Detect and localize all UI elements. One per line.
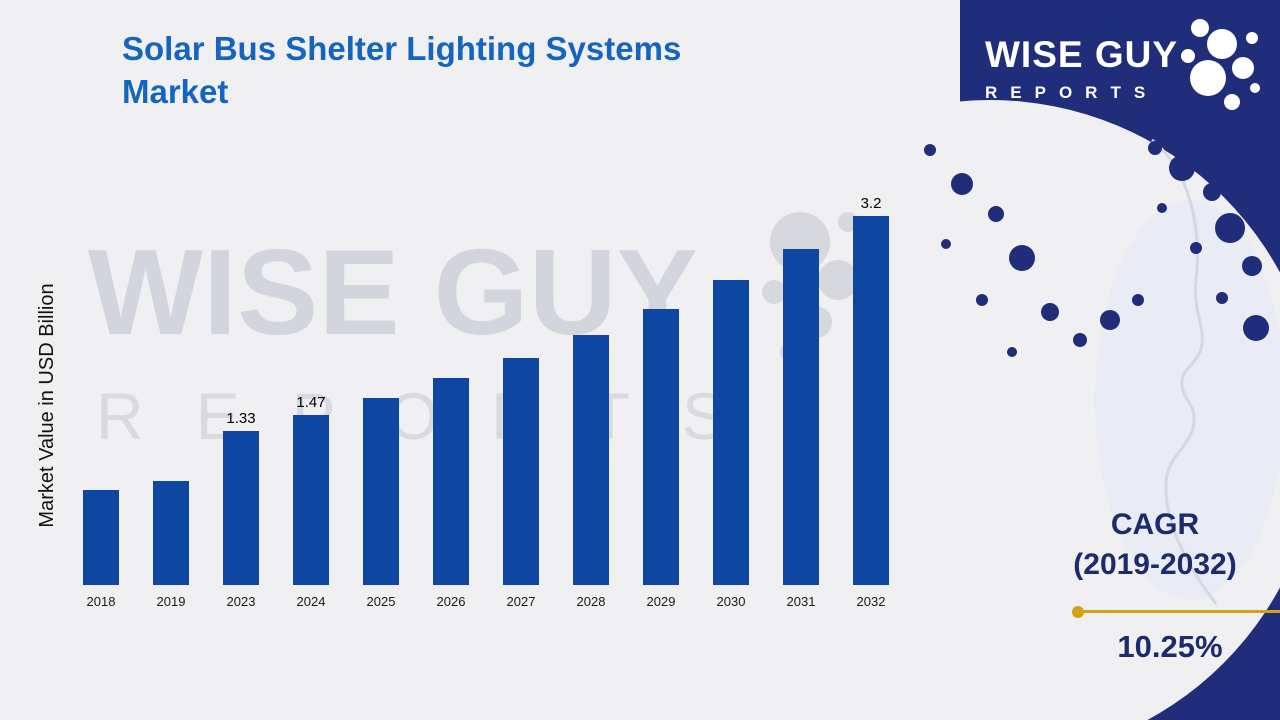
bar-2023 [223, 431, 259, 585]
page-title: Solar Bus Shelter Lighting Systems Marke… [122, 30, 682, 110]
bar-value-label-2023: 1.33 [226, 410, 256, 427]
cagr-line-dot [1072, 606, 1084, 618]
x-tick-2028: 2028 [576, 594, 606, 609]
bar-slot-2028 [556, 181, 626, 585]
bar-slot-2019 [136, 181, 206, 585]
x-tick-2030: 2030 [716, 594, 746, 609]
bar-value-label-2024: 1.47 [296, 394, 326, 411]
bar-slot-2031 [766, 181, 836, 585]
bar-slot-2025 [346, 181, 416, 585]
bar-2028 [573, 335, 609, 585]
x-tick-2019: 2019 [156, 594, 186, 609]
bar-2031 [783, 249, 819, 585]
x-tick-2032: 2032 [856, 594, 886, 609]
face-profile-decoration [924, 19, 1280, 605]
cagr-value: 10.25% [1117, 629, 1223, 664]
bar-slot-2026 [416, 181, 486, 585]
bar-2019 [153, 481, 189, 585]
bar-2032 [853, 216, 889, 585]
bar-2024 [293, 415, 329, 585]
bar-slot-2027 [486, 181, 556, 585]
logo-wordmark: WISE GUY [985, 34, 1179, 75]
x-tick-2029: 2029 [646, 594, 676, 609]
cagr-range: (2019-2032) [1073, 548, 1237, 581]
bar-value-label-2032: 3.2 [860, 195, 882, 212]
x-tick-2018: 2018 [86, 594, 116, 609]
x-tick-2027: 2027 [506, 594, 536, 609]
bar-2018 [83, 490, 119, 585]
x-tick-2024: 2024 [296, 594, 326, 609]
watermark-subtitle: REPORTS [96, 378, 778, 454]
x-tick-2031: 2031 [786, 594, 816, 609]
logo: WISE GUY REPORTS [985, 34, 1178, 103]
x-tick-2023: 2023 [226, 594, 256, 609]
bar-slot-2024: 1.47 [276, 181, 346, 585]
bar-slot-2032: 3.2 [836, 181, 906, 585]
bar-chart: 1.33 1.47 3.2 2018 2019 2023 2024 2025 2026 2027… [66, 181, 906, 609]
cagr-block: CAGR (2019-2032) [1040, 508, 1270, 582]
bar-2026 [433, 378, 469, 585]
bars-row: 1.33 1.47 3.2 [66, 181, 906, 585]
bar-slot-2023: 1.33 [206, 181, 276, 585]
logo-subtitle: REPORTS [985, 83, 1159, 102]
cagr-underline [1082, 610, 1280, 613]
bar-2027 [503, 358, 539, 585]
bar-slot-2018 [66, 181, 136, 585]
cagr-label: CAGR [1110, 508, 1200, 541]
bar-2030 [713, 280, 749, 585]
x-axis-ticks-row: 2018 2019 2023 2024 2025 2026 2027 2028 2029 2030… [66, 585, 906, 609]
y-axis-label: Market Value in USD Billion [36, 283, 58, 528]
x-tick-2025: 2025 [366, 594, 396, 609]
bar-slot-2029 [626, 181, 696, 585]
x-tick-2026: 2026 [436, 594, 466, 609]
bar-2025 [363, 398, 399, 585]
bar-2029 [643, 309, 679, 585]
bar-slot-2030 [696, 181, 766, 585]
